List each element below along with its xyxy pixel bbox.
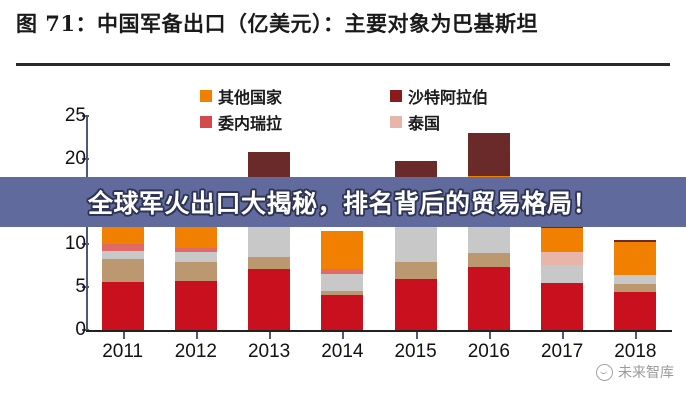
legend-item[interactable]: 其他国家 xyxy=(200,84,282,108)
watermark-label: 未来智库 xyxy=(618,365,674,381)
bar-segment xyxy=(101,251,144,259)
legend-item[interactable]: 泰国 xyxy=(390,110,440,134)
x-axis-tick-label: 2017 xyxy=(540,341,584,362)
bar-segment xyxy=(394,278,437,330)
x-axis-tick xyxy=(635,332,638,339)
legend-swatch-icon xyxy=(200,116,212,128)
x-axis-tick-label: 2011 xyxy=(102,341,144,362)
y-axis-tick-label: 25 xyxy=(64,105,86,126)
bar-segment xyxy=(248,269,291,330)
bar-2018 xyxy=(614,116,657,330)
bar-segment xyxy=(321,269,364,275)
bar-segment xyxy=(467,133,510,176)
figure-title: 图 71：中国军备出口（亿美元）：主要对象为巴基斯坦 xyxy=(16,11,539,36)
bar-segment xyxy=(321,290,364,295)
y-axis-tick-label: 10 xyxy=(64,233,86,255)
bar-segment xyxy=(614,241,657,276)
overlay-banner: 全球军火出口大揭秘，排名背后的贸易格局！ xyxy=(0,177,686,227)
x-axis-tick-label: 2012 xyxy=(174,341,218,362)
bar-2014 xyxy=(321,116,364,330)
bar-2017 xyxy=(541,116,584,330)
bar-segment xyxy=(614,283,657,293)
x-axis-tick-label: 2013 xyxy=(247,341,291,362)
x-axis-tick xyxy=(415,332,418,339)
y-axis-tick xyxy=(82,115,89,117)
bar-segment xyxy=(174,227,217,248)
bar-segment xyxy=(541,264,584,283)
y-axis-tick-label: 5 xyxy=(75,276,86,298)
legend-swatch-icon xyxy=(390,90,402,102)
x-axis-tick xyxy=(562,332,565,339)
legend-label: 沙特阿拉伯 xyxy=(408,88,489,107)
bar-segment xyxy=(248,223,291,258)
bar-segment xyxy=(321,274,364,291)
x-axis-tick xyxy=(269,332,272,339)
bar-segment xyxy=(174,281,217,330)
bar-segment xyxy=(101,244,144,252)
x-axis-tick xyxy=(488,332,491,339)
legend-label: 委内瑞拉 xyxy=(218,114,283,133)
bar-segment xyxy=(101,227,144,245)
bar-segment xyxy=(101,258,144,283)
bar-segment xyxy=(321,294,364,330)
y-axis-tick xyxy=(82,329,89,331)
bar-segment xyxy=(467,222,510,253)
bar-segment xyxy=(321,230,364,270)
x-axis-tick xyxy=(122,332,125,339)
y-axis-tick xyxy=(82,157,89,160)
x-axis-line xyxy=(86,330,672,332)
bar-segment xyxy=(541,228,584,253)
bar-segment xyxy=(174,247,217,253)
y-axis-tick xyxy=(82,286,89,289)
bar-segment xyxy=(614,275,657,284)
legend-label: 泰国 xyxy=(408,114,441,133)
legend-swatch-icon xyxy=(200,90,212,102)
bar-segment xyxy=(467,266,510,330)
legend-label: 其他国家 xyxy=(218,88,283,107)
bar-segment xyxy=(541,252,584,265)
y-axis-tick-label: 20 xyxy=(64,147,86,169)
bar-segment xyxy=(467,252,510,267)
legend-item[interactable]: 沙特阿拉伯 xyxy=(390,84,488,108)
bar-segment xyxy=(541,282,584,330)
bar-segment xyxy=(614,240,657,242)
bar-segment xyxy=(248,257,291,270)
legend-swatch-icon xyxy=(390,116,402,128)
x-axis-tick-label: 2014 xyxy=(321,341,364,362)
bar-segment xyxy=(101,282,144,330)
x-axis-tick-label: 2018 xyxy=(614,341,657,362)
overlay-banner-text: 全球军火出口大揭秘，排名背后的贸易格局！ xyxy=(87,189,598,218)
bar-segment xyxy=(394,261,437,279)
y-axis-tick-label: 0 xyxy=(75,319,86,340)
x-axis-tick xyxy=(342,332,345,339)
circle-smile-icon xyxy=(596,363,613,381)
x-axis-tick xyxy=(195,332,198,339)
bar-segment xyxy=(174,252,217,262)
x-axis-tick-label: 2016 xyxy=(467,341,511,362)
legend-item[interactable]: 委内瑞拉 xyxy=(200,110,282,134)
bar-segment xyxy=(174,261,217,282)
bar-segment xyxy=(614,292,657,330)
title-divider xyxy=(16,63,670,66)
watermark: 未来智库 xyxy=(596,362,674,382)
chart-legend: 其他国家 沙特阿拉伯委内瑞拉 泰国 xyxy=(200,84,530,134)
x-axis-tick-label: 2015 xyxy=(394,341,437,362)
y-axis-tick xyxy=(82,243,89,246)
